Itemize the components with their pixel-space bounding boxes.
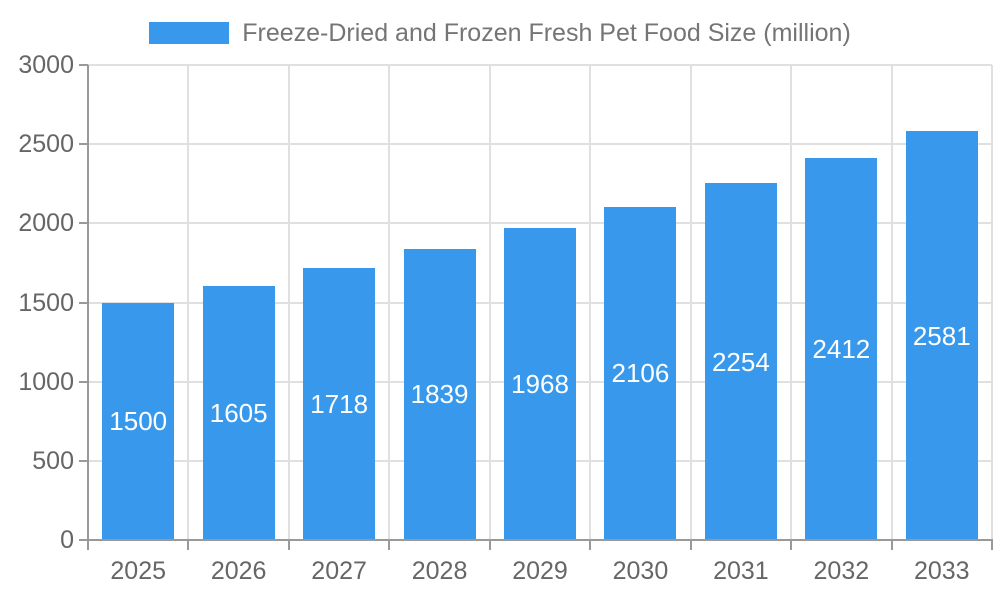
x-axis-tick — [287, 540, 290, 550]
gridline-vertical — [488, 65, 491, 540]
gridline-vertical — [589, 65, 592, 540]
y-axis-tick-label: 1000 — [18, 367, 74, 396]
bar-value-label: 2254 — [711, 346, 770, 377]
bar[interactable] — [303, 267, 376, 540]
x-axis-tick-label: 2029 — [512, 557, 568, 585]
x-axis-tick — [187, 540, 190, 550]
x-axis-tick — [790, 540, 793, 550]
x-axis-tick-label: 2033 — [913, 557, 970, 585]
bar[interactable] — [102, 302, 175, 540]
x-axis-tick-label: 2025 — [110, 557, 167, 585]
y-axis-tick — [79, 64, 88, 66]
bar[interactable] — [905, 131, 978, 540]
x-axis-tick — [87, 540, 89, 550]
x-axis-tick-label: 2027 — [311, 557, 367, 585]
bar-value-label: 2581 — [912, 320, 971, 351]
x-axis-tick — [991, 540, 993, 550]
x-axis-tick-label: 2031 — [713, 557, 769, 585]
legend-swatch-icon — [149, 22, 230, 44]
x-axis-tick — [689, 540, 692, 550]
bar[interactable] — [604, 206, 677, 540]
x-axis-line — [87, 539, 993, 541]
y-axis-line — [87, 65, 89, 540]
bar[interactable] — [202, 285, 275, 540]
gridline-vertical — [388, 65, 391, 540]
y-axis-tick-label: 3000 — [18, 51, 74, 79]
legend-label: Freeze-Dried and Frozen Fresh Pet Food S… — [242, 18, 851, 47]
x-axis-tick — [890, 540, 893, 550]
bar-value-label: 2106 — [611, 358, 670, 389]
bar[interactable] — [805, 158, 878, 540]
y-axis-tick-label: 0 — [60, 526, 74, 554]
gridline-vertical — [187, 65, 190, 540]
bar[interactable] — [504, 228, 576, 540]
bar-value-label: 1718 — [310, 388, 369, 419]
y-axis-tick — [79, 143, 88, 146]
y-axis-tick-label: 2000 — [18, 209, 74, 238]
x-axis-tick — [488, 540, 491, 550]
gridline-vertical — [890, 65, 893, 540]
y-axis-tick-label: 2500 — [18, 130, 74, 159]
x-axis-tick-label: 2032 — [813, 557, 870, 585]
gridline-vertical — [991, 65, 993, 540]
y-axis-tick — [79, 380, 88, 383]
x-axis-tick-label: 2030 — [612, 557, 669, 585]
bar-value-label: 1605 — [209, 397, 268, 428]
bar-value-label: 1839 — [410, 379, 469, 410]
x-axis-tick — [589, 540, 592, 550]
bar-value-label: 1968 — [511, 369, 569, 400]
gridline-vertical — [689, 65, 692, 540]
x-axis-tick — [388, 540, 391, 550]
y-axis-tick — [79, 301, 88, 304]
gridline-vertical — [790, 65, 793, 540]
bar[interactable] — [403, 248, 476, 540]
y-axis-tick — [79, 459, 88, 462]
x-axis-tick-label: 2028 — [411, 557, 468, 585]
gridline-vertical — [287, 65, 290, 540]
y-axis-tick-label: 500 — [32, 446, 74, 475]
chart-legend[interactable]: Freeze-Dried and Frozen Fresh Pet Food S… — [0, 18, 1000, 48]
gridline-horizontal — [88, 143, 992, 146]
gridline-horizontal — [88, 222, 992, 225]
y-axis-tick — [79, 539, 88, 541]
x-axis-tick-label: 2026 — [210, 557, 267, 585]
y-axis-tick-label: 1500 — [18, 288, 74, 317]
bar-value-label: 2412 — [812, 334, 871, 365]
gridline-horizontal — [88, 64, 992, 66]
bar-value-label: 1500 — [109, 406, 168, 437]
bar[interactable] — [704, 183, 777, 540]
y-axis-tick — [79, 222, 88, 225]
